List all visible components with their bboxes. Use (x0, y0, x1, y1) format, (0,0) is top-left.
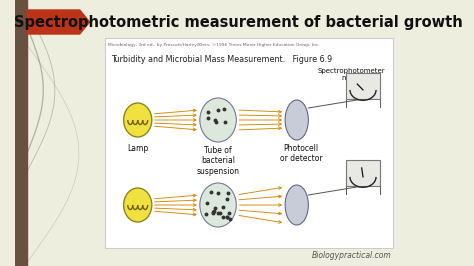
Ellipse shape (285, 100, 308, 140)
Text: Lamp: Lamp (127, 144, 148, 153)
Bar (15, 0, 27, 266)
Bar (346, 160, 381, 186)
Text: Photocell
or detector: Photocell or detector (280, 144, 322, 163)
Text: Turbidity and Microbial Mass Measurement.   Figure 6.9: Turbidity and Microbial Mass Measurement… (111, 55, 332, 64)
Text: Tube of
bacterial
suspension: Tube of bacterial suspension (197, 146, 239, 176)
Circle shape (124, 103, 152, 137)
Circle shape (200, 98, 236, 142)
Text: Microbiology, 3rd ed., by Prescott/Harley/Klein, ©1996 Times Mirror Higher Educa: Microbiology, 3rd ed., by Prescott/Harle… (108, 43, 319, 47)
Text: Spectrophotometric measurement of bacterial growth: Spectrophotometric measurement of bacter… (14, 15, 463, 30)
Polygon shape (27, 10, 90, 34)
Text: Spectrophotometer
meter: Spectrophotometer meter (318, 68, 385, 81)
Text: Biologypractical.com: Biologypractical.com (312, 251, 392, 260)
Bar (105, 38, 393, 248)
Bar (346, 73, 381, 99)
Circle shape (124, 188, 152, 222)
Circle shape (200, 183, 236, 227)
Ellipse shape (285, 185, 308, 225)
